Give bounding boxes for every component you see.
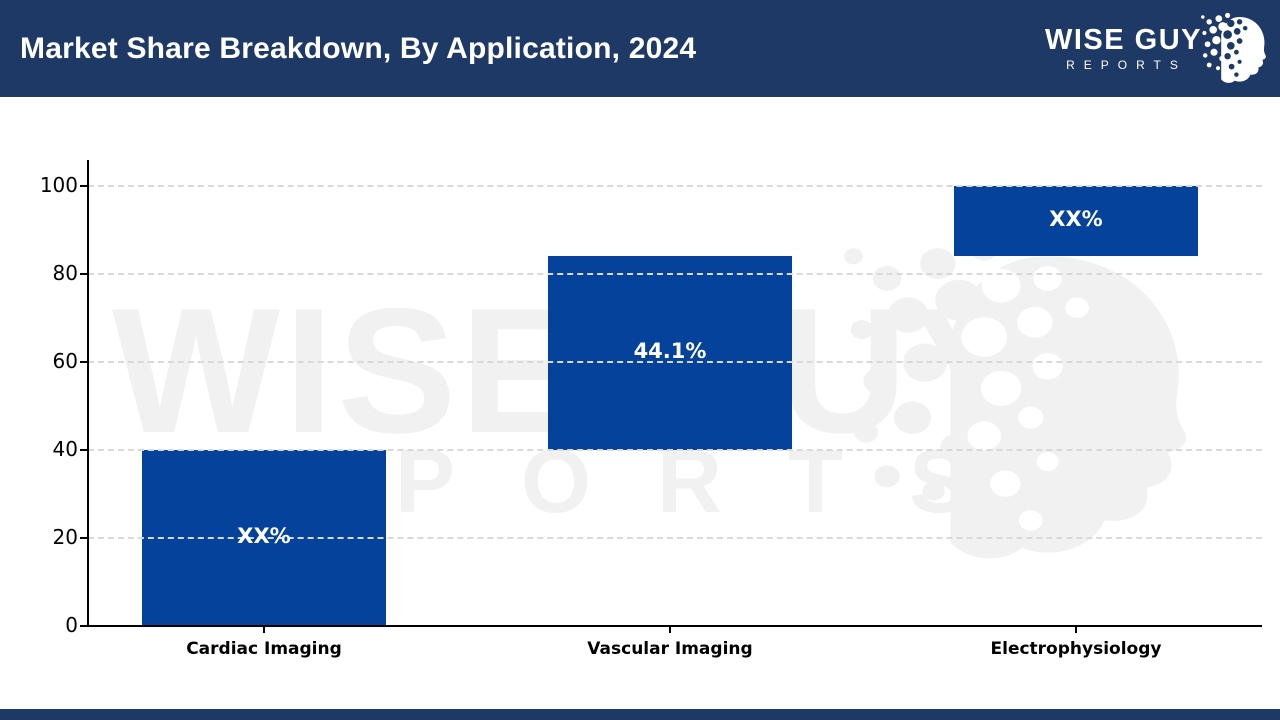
bar-value-label-electrophysiology: XX% bbox=[1049, 206, 1103, 231]
y-tick-label-40: 40 bbox=[52, 437, 78, 461]
watermark-head-icon bbox=[844, 237, 1187, 559]
x-tick-mark-electrophysiology bbox=[1075, 627, 1077, 633]
gridline-80 bbox=[88, 273, 1262, 275]
x-axis-line bbox=[88, 625, 1262, 627]
y-tick-label-20: 20 bbox=[52, 525, 78, 549]
y-tick-label-100: 100 bbox=[39, 173, 78, 197]
bar-electrophysiology bbox=[954, 186, 1198, 256]
page-title: Market Share Breakdown, By Application, … bbox=[20, 31, 697, 65]
y-tick-label-60: 60 bbox=[52, 349, 78, 373]
category-label-vascular-imaging: Vascular Imaging bbox=[587, 639, 753, 659]
footer-bar bbox=[0, 709, 1280, 720]
bar-value-label-cardiac-imaging: XX% bbox=[237, 524, 291, 548]
y-tick-mark-20 bbox=[80, 537, 88, 539]
x-tick-mark-vascular-imaging bbox=[669, 627, 671, 633]
gridline-40 bbox=[88, 449, 1262, 451]
dotted-head-logo-icon bbox=[1201, 12, 1266, 83]
y-tick-mark-40 bbox=[80, 449, 88, 451]
x-tick-mark-cardiac-imaging bbox=[263, 627, 265, 633]
gridline-20 bbox=[88, 537, 1262, 539]
category-label-electrophysiology: Electrophysiology bbox=[990, 639, 1162, 659]
y-tick-mark-0 bbox=[80, 625, 88, 627]
bar-vascular-imaging bbox=[548, 255, 792, 450]
gridline-100 bbox=[88, 185, 1262, 187]
y-tick-label-0: 0 bbox=[65, 613, 78, 637]
logo-text: WISE GUY REPORTS bbox=[1044, 24, 1202, 72]
y-tick-mark-100 bbox=[80, 185, 88, 187]
category-label-cardiac-imaging: Cardiac Imaging bbox=[186, 639, 342, 659]
y-tick-mark-60 bbox=[80, 361, 88, 363]
header-bar: Market Share Breakdown, By Application, … bbox=[0, 0, 1280, 97]
bar-value-label-vascular-imaging: 44.1% bbox=[633, 338, 707, 363]
y-tick-mark-80 bbox=[80, 273, 88, 275]
logo-wise-guy: WISE GUY bbox=[1044, 24, 1202, 56]
y-tick-label-80: 80 bbox=[52, 261, 78, 285]
logo-reports: REPORTS bbox=[1066, 58, 1187, 72]
plot-area: WISE GUY REPORTS 0 20 40 60 80 100 XX% Cardiac … bbox=[0, 97, 1280, 709]
gridline-60 bbox=[88, 361, 1262, 363]
y-axis-line bbox=[87, 160, 89, 627]
wise-guy-reports-logo: WISE GUY REPORTS bbox=[1045, 0, 1270, 97]
